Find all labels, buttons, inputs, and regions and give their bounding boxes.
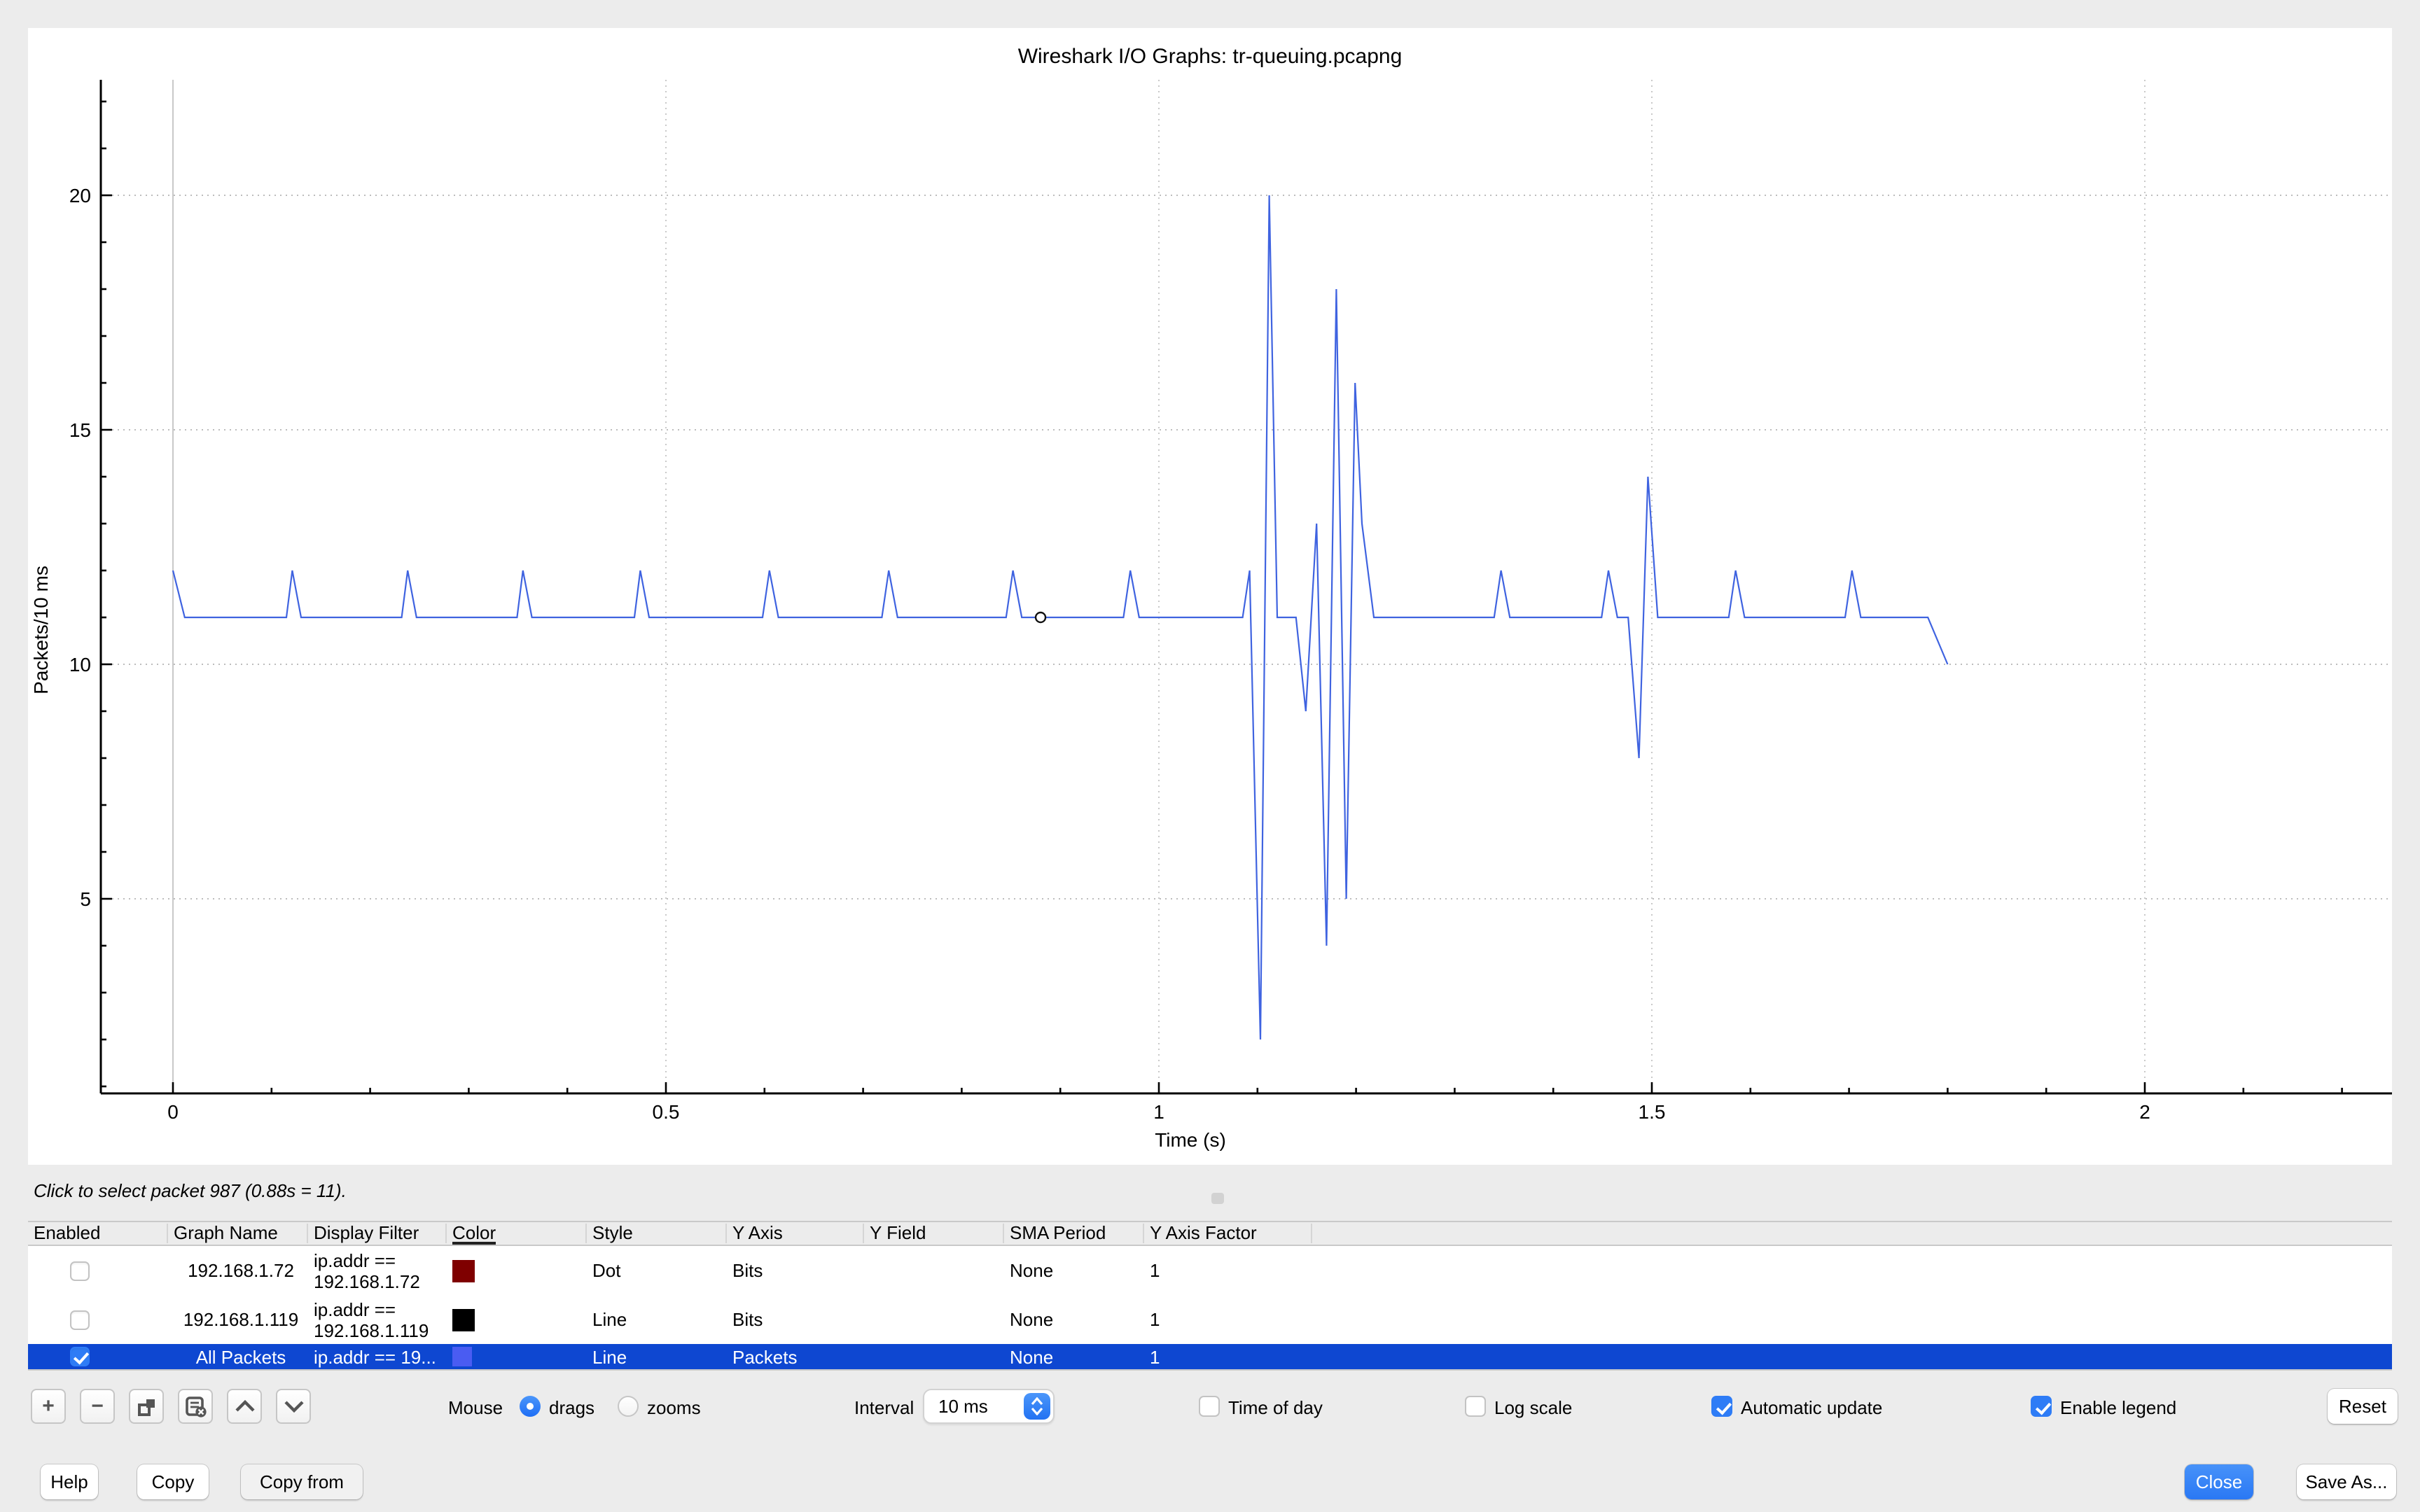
column-header-enabled[interactable]: Enabled xyxy=(28,1223,168,1243)
chevron-down-icon xyxy=(284,1401,303,1413)
move-up-button[interactable] xyxy=(227,1389,262,1424)
copy-from-button[interactable]: Copy from xyxy=(241,1464,363,1499)
column-header-graph-name[interactable]: Graph Name xyxy=(168,1223,308,1243)
display-filter-cell: ip.addr == 192.168.1.119 xyxy=(314,1298,429,1340)
automatic-update-checkbox[interactable] xyxy=(1711,1396,1732,1417)
mouse-label: Mouse xyxy=(448,1397,503,1418)
column-header-y-axis-factor[interactable]: Y Axis Factor xyxy=(1144,1223,1312,1243)
time-of-day-label: Time of day xyxy=(1228,1397,1323,1418)
graphs-table: Enabled Graph Name Display Filter Color Styl… xyxy=(28,1221,2392,1371)
y-axis-factor-cell: 1 xyxy=(1150,1346,1160,1367)
interval-value: 10 ms xyxy=(938,1396,988,1417)
column-header-style[interactable]: Style xyxy=(587,1223,727,1243)
table-bottom-border xyxy=(28,1369,2392,1371)
clear-list-icon xyxy=(185,1396,206,1417)
svg-text:2: 2 xyxy=(2139,1101,2150,1123)
sma-period-cell: None xyxy=(1010,1309,1054,1330)
table-row-192-168-1-119[interactable]: 192.168.1.119 ip.addr == 192.168.1.119 Lin… xyxy=(28,1295,2392,1344)
mouse-drags-label: drags xyxy=(549,1397,595,1418)
svg-text:10: 10 xyxy=(69,654,91,676)
help-button[interactable]: Help xyxy=(41,1464,98,1499)
select-stepper-icon xyxy=(1024,1393,1050,1420)
style-cell: Line xyxy=(592,1309,627,1330)
remove-graph-button[interactable]: − xyxy=(80,1389,115,1424)
column-header-sma-period[interactable]: SMA Period xyxy=(1004,1223,1144,1243)
copy-button[interactable]: Copy xyxy=(137,1464,209,1499)
mouse-zooms-label: zooms xyxy=(647,1397,701,1418)
plus-icon: + xyxy=(42,1394,55,1418)
window-title: Wireshark I/O Graphs: tr-queuing.pcapng xyxy=(1017,45,1403,69)
move-down-button[interactable] xyxy=(276,1389,311,1424)
svg-text:1: 1 xyxy=(1153,1101,1164,1123)
enable-legend-checkbox[interactable] xyxy=(2031,1396,2052,1417)
save-as-button[interactable]: Save As... xyxy=(2297,1464,2396,1499)
interval-label: Interval xyxy=(854,1397,915,1418)
y-axis-label: Packets/10 ms xyxy=(30,566,52,694)
color-swatch xyxy=(452,1347,472,1366)
graph-name-cell: 192.168.1.72 xyxy=(188,1260,294,1281)
table-row-192-168-1-72[interactable]: 192.168.1.72 ip.addr == 192.168.1.72 Dot Bi… xyxy=(28,1246,2392,1295)
interval-select[interactable]: 10 ms xyxy=(923,1389,1055,1424)
x-axis-label: Time (s) xyxy=(1155,1129,1226,1151)
mouse-zooms-radio[interactable] xyxy=(618,1396,639,1417)
reset-button[interactable]: Reset xyxy=(2328,1389,2398,1424)
svg-text:15: 15 xyxy=(69,419,91,441)
column-header-y-axis[interactable]: Y Axis xyxy=(727,1223,864,1243)
chart-panel: Wireshark I/O Graphs: tr-queuing.pcapng … xyxy=(28,28,2392,1165)
graph-name-cell: All Packets xyxy=(195,1346,286,1367)
y-axis-factor-cell: 1 xyxy=(1150,1260,1160,1281)
log-scale-checkbox[interactable] xyxy=(1465,1396,1486,1417)
y-axis-factor-cell: 1 xyxy=(1150,1309,1160,1330)
minus-icon: − xyxy=(91,1394,104,1418)
svg-text:1.5: 1.5 xyxy=(1639,1101,1666,1123)
enabled-checkbox[interactable] xyxy=(70,1347,90,1366)
enable-legend-label: Enable legend xyxy=(2060,1397,2177,1418)
log-scale-label: Log scale xyxy=(1494,1397,1573,1418)
automatic-update-label: Automatic update xyxy=(1741,1397,1883,1418)
enabled-checkbox[interactable] xyxy=(70,1261,90,1280)
column-header-display-filter[interactable]: Display Filter xyxy=(308,1223,447,1243)
sma-period-cell: None xyxy=(1010,1260,1054,1281)
display-filter-cell: ip.addr == 19... xyxy=(314,1346,436,1367)
chevron-up-icon xyxy=(235,1400,254,1412)
io-graph-plot[interactable]: 5 10 15 20 0 0.5 1 1.5 2 Time (s) Packets/10 ms xyxy=(28,28,2392,1165)
all-packets-line xyxy=(172,195,1949,1040)
enabled-checkbox[interactable] xyxy=(70,1310,90,1329)
svg-text:0: 0 xyxy=(167,1101,179,1123)
time-of-day-checkbox[interactable] xyxy=(1199,1396,1220,1417)
table-body: 192.168.1.72 ip.addr == 192.168.1.72 Dot Bi… xyxy=(28,1246,2392,1369)
hover-point-marker xyxy=(1034,611,1047,624)
column-header-color[interactable]: Color xyxy=(447,1224,587,1245)
color-swatch xyxy=(452,1308,475,1331)
close-button[interactable]: Close xyxy=(2185,1464,2253,1499)
color-swatch xyxy=(452,1259,475,1282)
style-cell: Dot xyxy=(592,1260,621,1281)
svg-text:0.5: 0.5 xyxy=(653,1101,680,1123)
svg-text:5: 5 xyxy=(80,888,91,910)
sma-period-cell: None xyxy=(1010,1346,1054,1367)
style-cell: Line xyxy=(592,1346,627,1367)
column-header-y-field[interactable]: Y Field xyxy=(864,1223,1004,1243)
display-filter-cell: ip.addr == 192.168.1.72 xyxy=(314,1250,420,1292)
splitter-handle[interactable] xyxy=(1211,1193,1224,1204)
add-graph-button[interactable]: + xyxy=(31,1389,66,1424)
clear-graphs-button[interactable] xyxy=(178,1389,213,1424)
graph-name-cell: 192.168.1.119 xyxy=(183,1309,299,1330)
y-axis-cell: Packets xyxy=(732,1346,798,1367)
y-axis-cell: Bits xyxy=(732,1309,763,1330)
svg-text:20: 20 xyxy=(69,185,91,206)
mouse-drags-radio[interactable] xyxy=(520,1396,541,1417)
y-axis-cell: Bits xyxy=(732,1260,763,1281)
table-row-all-packets[interactable]: All Packets ip.addr == 19... Line Packets No… xyxy=(28,1344,2392,1369)
table-header-row: Enabled Graph Name Display Filter Color Styl… xyxy=(28,1221,2392,1246)
duplicate-graph-button[interactable] xyxy=(129,1389,164,1424)
duplicate-icon xyxy=(137,1399,154,1415)
column-header-filler xyxy=(1312,1224,2392,1243)
hover-status-text: Click to select packet 987 (0.88s = 11). xyxy=(34,1180,347,1201)
